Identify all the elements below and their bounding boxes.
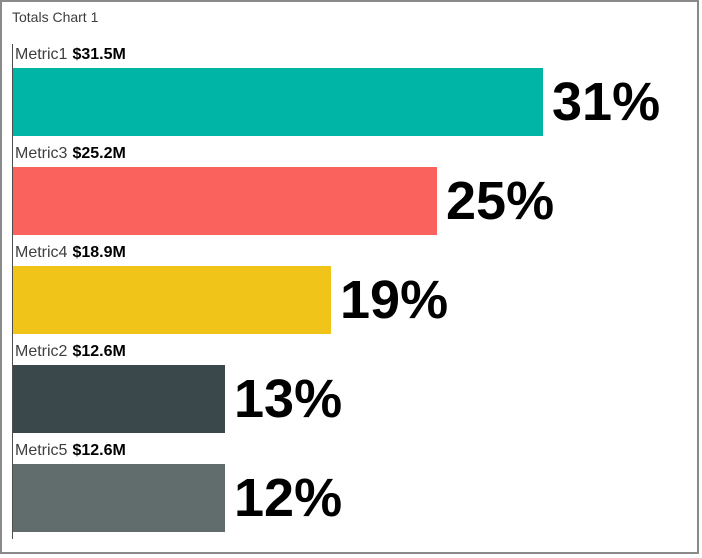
bar-category-label: Metric2 (15, 343, 68, 360)
chart-title: Totals Chart 1 (12, 9, 99, 25)
bar-label-row: Metric3 $25.2M (13, 143, 696, 167)
bar-percent-label: 13% (234, 369, 343, 429)
bar-group: Metric5 $12.6M 12% (13, 440, 696, 539)
bar-group: Metric1 $31.5M 31% (13, 44, 696, 143)
bar-group: Metric4 $18.9M 19% (13, 242, 696, 341)
bar[interactable] (13, 266, 331, 334)
bar-list: Metric1 $31.5M 31% Metric3 $25.2M 25% Metric4 $… (13, 44, 696, 539)
bar-value-label: $12.6M (72, 442, 126, 459)
bar[interactable] (13, 68, 543, 136)
bar-value-label: $12.6M (72, 343, 126, 360)
bar-value-label: $25.2M (72, 145, 126, 162)
bar[interactable] (13, 464, 225, 532)
bar-label-row: Metric4 $18.9M (13, 242, 696, 266)
bar-row: 13% (13, 365, 696, 433)
bar-value-label: $18.9M (72, 244, 126, 261)
plot-area: Metric1 $31.5M 31% Metric3 $25.2M 25% Metric4 $… (12, 44, 696, 544)
bar-group: Metric3 $25.2M 25% (13, 143, 696, 242)
bar-label-row: Metric5 $12.6M (13, 440, 696, 464)
bar-category-label: Metric3 (15, 145, 68, 162)
bar[interactable] (13, 167, 437, 235)
bar-row: 12% (13, 464, 696, 532)
bar-label-row: Metric2 $12.6M (13, 341, 696, 365)
bar-category-label: Metric4 (15, 244, 68, 261)
bar-row: 31% (13, 68, 696, 136)
bar-percent-label: 19% (340, 270, 449, 330)
bar-label-row: Metric1 $31.5M (13, 44, 696, 68)
bar-value-label: $31.5M (72, 46, 126, 63)
bar-percent-label: 25% (446, 171, 555, 231)
bar-row: 25% (13, 167, 696, 235)
bar-category-label: Metric1 (15, 46, 68, 63)
bar-category-label: Metric5 (15, 442, 68, 459)
bar-percent-label: 31% (552, 72, 661, 132)
bar-row: 19% (13, 266, 696, 334)
bar-percent-label: 12% (234, 468, 343, 528)
y-axis-line (12, 44, 13, 539)
bar-group: Metric2 $12.6M 13% (13, 341, 696, 440)
bar[interactable] (13, 365, 225, 433)
